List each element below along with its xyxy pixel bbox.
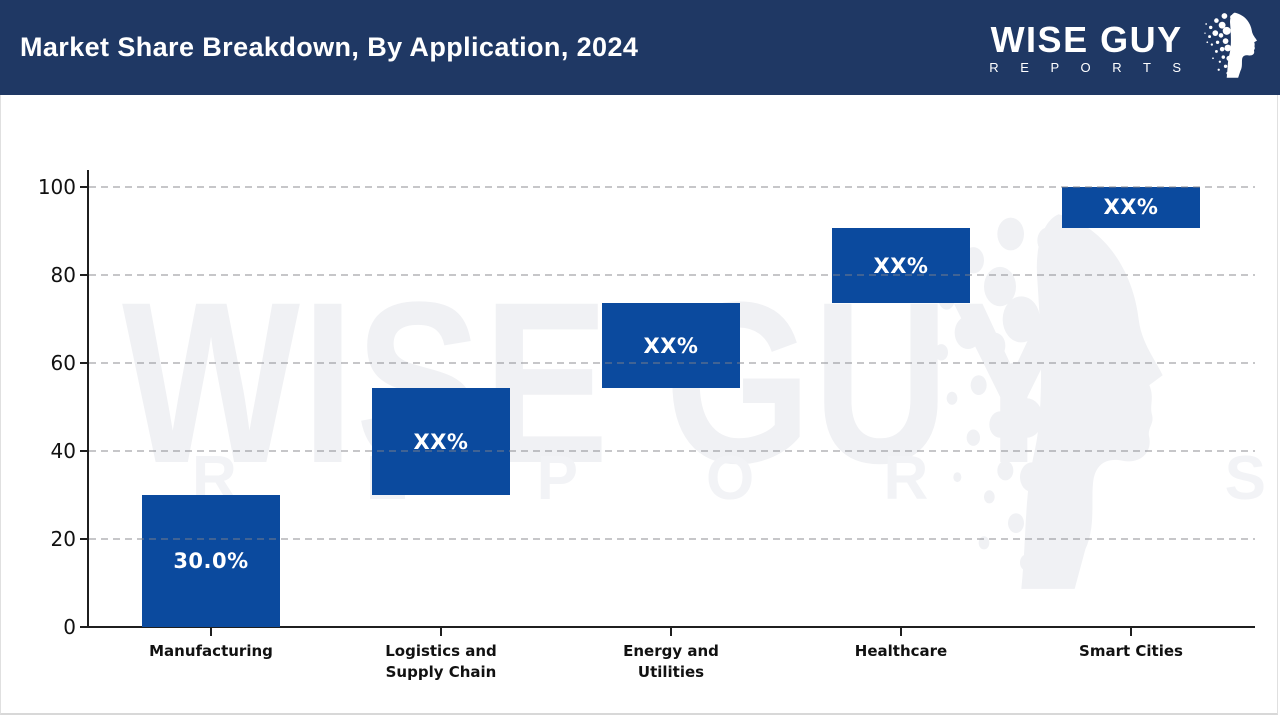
bar-value-label: XX%: [1103, 195, 1159, 220]
bar-value-label: 30.0%: [173, 549, 249, 573]
x-axis-category-label-line: Manufacturing: [149, 642, 273, 660]
x-axis-category-label-line: Logistics and: [385, 642, 497, 660]
gridline: [89, 538, 1255, 540]
x-axis-tick: [900, 628, 902, 636]
x-axis-category-label-line: Smart Cities: [1079, 642, 1183, 660]
logo-wordmark: WISE GUY: [990, 19, 1183, 60]
bar-value-label: XX%: [643, 333, 699, 358]
waterfall-bar: 30.0%: [142, 495, 280, 627]
page-title: Market Share Breakdown, By Application, …: [20, 32, 639, 62]
watermark-head-profile-icon: [916, 214, 1163, 589]
y-axis-tick: [80, 186, 87, 188]
x-axis-tick: [440, 628, 442, 636]
x-axis-tick: [210, 628, 212, 636]
x-axis-category-label: Manufacturing: [101, 641, 321, 662]
x-axis-category-label: Logistics and Supply Chain: [331, 641, 551, 683]
y-axis-tick: [80, 362, 87, 364]
gridline: [89, 186, 1255, 188]
y-axis-tick: [80, 538, 87, 540]
y-axis-tick-label: 0: [63, 615, 76, 639]
x-axis-category-label-line: Utilities: [637, 663, 705, 681]
y-axis-tick: [80, 450, 87, 452]
y-axis-tick-label: 100: [37, 175, 76, 199]
y-axis-tick-label: 40: [50, 439, 76, 463]
logo-text: WISE GUY R E P O R T S: [983, 19, 1190, 76]
gridline: [89, 362, 1255, 364]
gridline: [89, 274, 1255, 276]
y-axis-tick: [80, 626, 87, 628]
waterfall-bar: XX%: [602, 303, 740, 389]
x-axis-category-label-line: Supply Chain: [385, 663, 497, 681]
y-axis-tick-label: 20: [50, 527, 76, 551]
bar-value-label: XX%: [873, 253, 929, 278]
logo: WISE GUY R E P O R T S: [983, 8, 1266, 88]
logo-subtext: R E P O R T S: [989, 60, 1190, 75]
x-axis-category-label: Healthcare: [791, 641, 1011, 662]
x-axis-category-label-line: Energy and: [623, 642, 719, 660]
x-axis-category-label: Energy and Utilities: [561, 641, 781, 683]
y-axis-tick: [80, 274, 87, 276]
x-axis-category-label: Smart Cities: [1021, 641, 1241, 662]
waterfall-bar: XX%: [1062, 187, 1200, 228]
y-axis-line: [87, 170, 89, 628]
x-axis-tick: [1130, 628, 1132, 636]
waterfall-bar: XX%: [372, 388, 510, 495]
bar-value-label: XX%: [413, 429, 469, 454]
dotted-head-profile-icon: [1204, 12, 1257, 78]
header-bar: Market Share Breakdown, By Application, …: [0, 0, 1280, 95]
x-axis-tick: [670, 628, 672, 636]
x-axis-category-label-line: Healthcare: [854, 642, 948, 660]
gridline: [89, 450, 1255, 452]
x-axis-line: [87, 626, 1255, 628]
waterfall-bar: XX%: [832, 227, 970, 304]
y-axis-tick-label: 60: [50, 351, 76, 375]
y-axis-tick-label: 80: [50, 263, 76, 287]
watermark-wordmark: WISE GUY: [122, 254, 1079, 511]
